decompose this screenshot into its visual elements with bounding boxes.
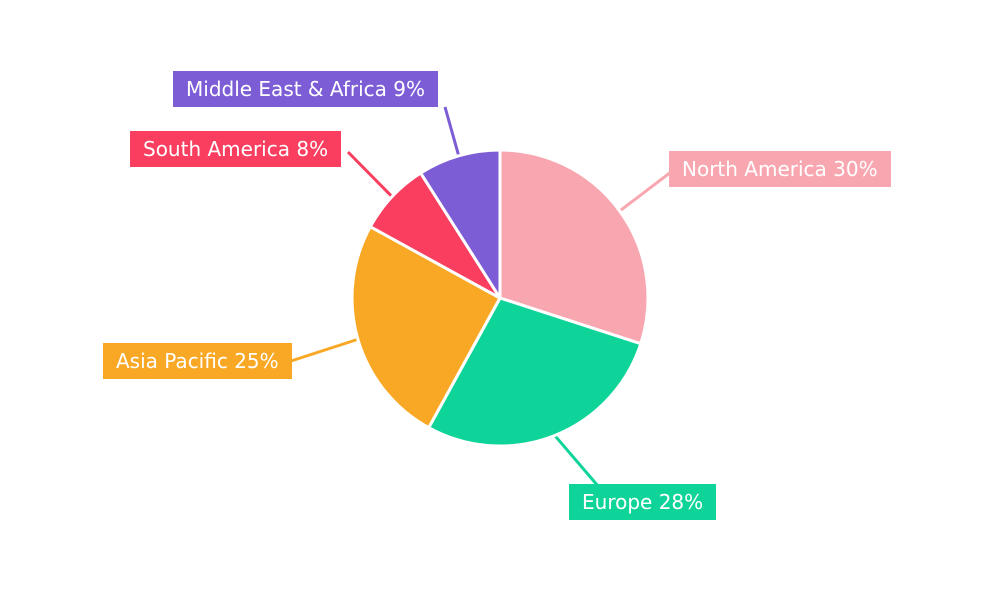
- pie-slice-north-america: [498, 148, 650, 346]
- pie-slice-asia-pacific: [350, 225, 502, 430]
- leader-line-asia-pacific: [290, 337, 360, 363]
- pie-slice-middle-east-africa: [419, 148, 502, 300]
- leader-line-middle-east-africa: [443, 106, 461, 158]
- leader-line-south-america: [346, 150, 394, 199]
- leader-line-europe: [552, 433, 600, 487]
- leader-lines: [290, 106, 672, 487]
- leader-line-north-america: [617, 170, 672, 213]
- pie-slice-europe: [427, 296, 643, 448]
